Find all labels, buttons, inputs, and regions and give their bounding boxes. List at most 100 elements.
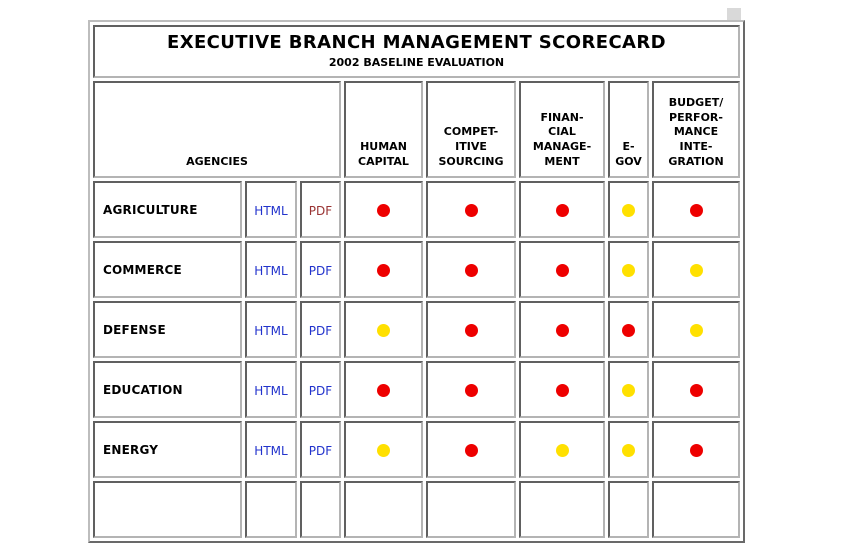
status-dot <box>555 204 569 217</box>
status-cell-budget-performance <box>652 361 740 418</box>
status-cell-human-capital <box>344 361 423 418</box>
status-dot <box>464 264 478 277</box>
agency-name: EDUCATION <box>93 361 242 418</box>
html-link-cell: HTML <box>245 361 297 418</box>
pdf-link-cell <box>300 481 341 538</box>
title-cell: EXECUTIVE BRANCH MANAGEMENT SCORECARD 20… <box>93 25 740 78</box>
status-dot <box>555 324 569 337</box>
pdf-link[interactable]: PDF <box>308 384 333 398</box>
header-financial-management: FINAN- CIAL MANAGE- MENT <box>519 81 605 178</box>
table-row-education: EDUCATION HTML PDF <box>93 361 740 418</box>
html-link-cell: HTML <box>245 181 297 238</box>
html-link[interactable]: HTML <box>254 264 288 278</box>
table-row-energy: ENERGY HTML PDF <box>93 421 740 478</box>
table-row-defense: DEFENSE HTML PDF <box>93 301 740 358</box>
header-budget-performance: BUDGET/ PERFOR- MANCE INTE- GRATION <box>652 81 740 178</box>
status-dot <box>377 324 390 337</box>
status-cell-budget-performance <box>652 181 740 238</box>
status-dot <box>464 324 478 337</box>
html-link-cell <box>245 481 297 538</box>
html-link[interactable]: HTML <box>254 444 288 458</box>
status-cell-competitive-sourcing <box>426 301 516 358</box>
status-cell-human-capital <box>344 301 423 358</box>
status-cell-human-capital <box>344 481 423 538</box>
gray-corner-artifact <box>727 8 741 22</box>
status-cell-e-gov <box>608 181 649 238</box>
pdf-link-cell: PDF <box>300 301 341 358</box>
status-cell-e-gov <box>608 481 649 538</box>
status-dot <box>689 324 703 337</box>
status-dot <box>689 204 703 217</box>
status-dot <box>377 264 390 277</box>
table-row-agriculture: AGRICULTURE HTML PDF <box>93 181 740 238</box>
header-human-capital: HUMAN CAPITAL <box>344 81 423 178</box>
html-link-cell: HTML <box>245 241 297 298</box>
status-cell-competitive-sourcing <box>426 241 516 298</box>
status-cell-budget-performance <box>652 481 740 538</box>
agency-name: COMMERCE <box>93 241 242 298</box>
status-cell-financial-management <box>519 421 605 478</box>
agency-name <box>93 481 242 538</box>
status-dot <box>377 444 390 457</box>
scorecard-table: EXECUTIVE BRANCH MANAGEMENT SCORECARD 20… <box>88 20 745 543</box>
status-dot <box>555 444 569 457</box>
html-link-cell: HTML <box>245 421 297 478</box>
status-dot <box>622 444 635 457</box>
status-dot <box>464 384 478 397</box>
status-cell-e-gov <box>608 421 649 478</box>
pdf-link[interactable]: PDF <box>308 324 333 338</box>
html-link[interactable]: HTML <box>254 204 288 218</box>
status-cell-financial-management <box>519 181 605 238</box>
status-cell-budget-performance <box>652 301 740 358</box>
html-link[interactable]: HTML <box>254 324 288 338</box>
agency-name: ENERGY <box>93 421 242 478</box>
status-cell-e-gov <box>608 361 649 418</box>
table-row-partial <box>93 481 740 538</box>
status-cell-competitive-sourcing <box>426 421 516 478</box>
status-cell-budget-performance <box>652 421 740 478</box>
status-cell-e-gov <box>608 301 649 358</box>
status-dot <box>622 264 635 277</box>
agencies-header-cell: AGENCIES <box>93 81 341 178</box>
status-cell-financial-management <box>519 241 605 298</box>
status-dot <box>689 384 703 397</box>
status-cell-budget-performance <box>652 241 740 298</box>
status-cell-human-capital <box>344 181 423 238</box>
pdf-link-cell: PDF <box>300 421 341 478</box>
status-dot <box>555 384 569 397</box>
page-subtitle: 2002 BASELINE EVALUATION <box>328 56 505 70</box>
status-cell-e-gov <box>608 241 649 298</box>
status-dot <box>555 264 569 277</box>
status-dot <box>377 384 390 397</box>
header-competitive-sourcing: COMPET- ITIVE SOURCING <box>426 81 516 178</box>
status-cell-competitive-sourcing <box>426 181 516 238</box>
html-link[interactable]: HTML <box>254 384 288 398</box>
pdf-link-cell: PDF <box>300 241 341 298</box>
status-dot <box>689 444 703 457</box>
status-dot <box>464 204 478 217</box>
page-title: EXECUTIVE BRANCH MANAGEMENT SCORECARD <box>167 31 666 53</box>
status-cell-competitive-sourcing <box>426 481 516 538</box>
title-row: EXECUTIVE BRANCH MANAGEMENT SCORECARD 20… <box>93 25 740 78</box>
status-dot <box>622 204 635 217</box>
status-cell-human-capital <box>344 421 423 478</box>
status-dot <box>622 324 635 337</box>
agency-name: DEFENSE <box>93 301 242 358</box>
column-header-row: AGENCIES HUMAN CAPITAL COMPET- ITIVE SOU… <box>93 81 740 178</box>
pdf-link-cell: PDF <box>300 361 341 418</box>
pdf-link[interactable]: PDF <box>308 264 333 278</box>
status-dot <box>689 264 703 277</box>
status-cell-financial-management <box>519 361 605 418</box>
pdf-link-cell: PDF <box>300 181 341 238</box>
pdf-link[interactable]: PDF <box>308 204 333 218</box>
status-cell-human-capital <box>344 241 423 298</box>
status-dot <box>464 444 478 457</box>
header-e-gov: E- GOV <box>608 81 649 178</box>
status-dot <box>622 384 635 397</box>
status-cell-financial-management <box>519 301 605 358</box>
pdf-link[interactable]: PDF <box>308 444 333 458</box>
agency-name: AGRICULTURE <box>93 181 242 238</box>
table-row-commerce: COMMERCE HTML PDF <box>93 241 740 298</box>
status-cell-competitive-sourcing <box>426 361 516 418</box>
html-link-cell: HTML <box>245 301 297 358</box>
